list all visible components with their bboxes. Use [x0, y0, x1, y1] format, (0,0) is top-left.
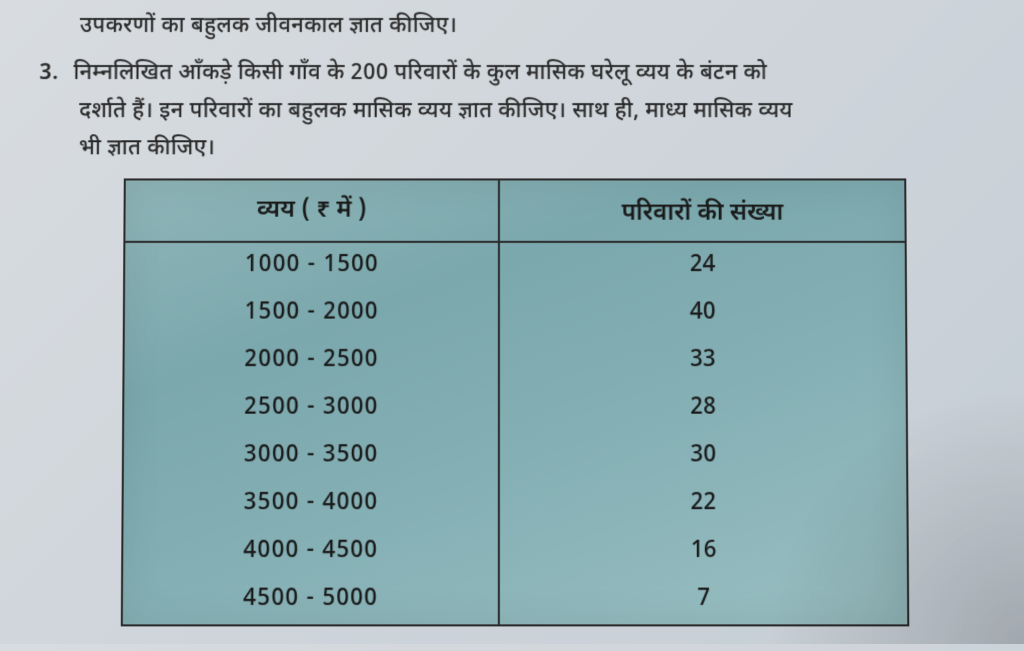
cell-expenditure: 2000 - 2500	[123, 337, 499, 385]
table-row: 1500 - 2000 40	[124, 290, 907, 338]
cell-families: 33	[499, 337, 906, 385]
table-row: 3500 - 4000 22	[122, 481, 907, 529]
cell-families: 24	[499, 241, 906, 289]
cell-expenditure: 2500 - 3000	[123, 385, 499, 433]
cell-families: 22	[499, 481, 907, 529]
q3-line1-wrap: 3. निम्नलिखित आँकड़े किसी गाँव के 200 पर…	[39, 55, 1005, 92]
question-3: 3. निम्नलिखित आँकड़े किसी गाँव के 200 पर…	[39, 55, 1006, 168]
table-row: 2000 - 2500 33	[123, 337, 906, 385]
table-row: 2500 - 3000 28	[123, 385, 907, 433]
cell-families: 16	[499, 528, 908, 576]
table-row: 4000 - 4500 16	[122, 528, 908, 576]
header-families: परिवारों की संख्या	[499, 179, 905, 241]
q3-line1: निम्नलिखित आँकड़े किसी गाँव के 200 परिवा…	[73, 59, 767, 88]
cell-expenditure: 1000 - 1500	[124, 241, 499, 289]
table-header-row: व्यय ( ₹ में ) परिवारों की संख्या	[124, 179, 905, 241]
page-content: उपकरणों का बहुलक जीवनकाल ज्ञात कीजिए। 3.…	[0, 0, 1024, 651]
table-row: 1000 - 1500 24	[124, 241, 906, 289]
cell-expenditure: 4000 - 4500	[122, 528, 499, 576]
cell-families: 28	[499, 385, 907, 433]
cell-families: 7	[499, 576, 908, 625]
table-row: 3000 - 3500 30	[123, 433, 908, 481]
cell-expenditure: 1500 - 2000	[124, 290, 500, 338]
expenditure-table: व्यय ( ₹ में ) परिवारों की संख्या 1000 -…	[121, 178, 910, 626]
cell-expenditure: 3500 - 4000	[122, 481, 499, 529]
question-number: 3.	[39, 55, 67, 92]
prev-line: उपकरणों का बहुलक जीवनकाल ज्ञात कीजिए।	[40, 8, 1005, 45]
cell-families: 30	[499, 433, 907, 481]
cell-families: 40	[499, 290, 906, 338]
table-row: 4500 - 5000 7	[122, 576, 908, 625]
cell-expenditure: 4500 - 5000	[122, 576, 500, 625]
previous-question-tail: उपकरणों का बहुलक जीवनकाल ज्ञात कीजिए।	[40, 8, 1005, 45]
cell-expenditure: 3000 - 3500	[123, 433, 500, 481]
q3-line2: दर्शाते हैं। इन परिवारों का बहुलक मासिक …	[39, 93, 1005, 131]
data-table-container: व्यय ( ₹ में ) परिवारों की संख्या 1000 -…	[121, 178, 910, 626]
header-expenditure: व्यय ( ₹ में )	[124, 179, 499, 241]
q3-line3: भी ज्ञात कीजिए।	[39, 130, 1006, 168]
table-body: 1000 - 1500 24 1500 - 2000 40 2000 - 250…	[122, 241, 908, 625]
